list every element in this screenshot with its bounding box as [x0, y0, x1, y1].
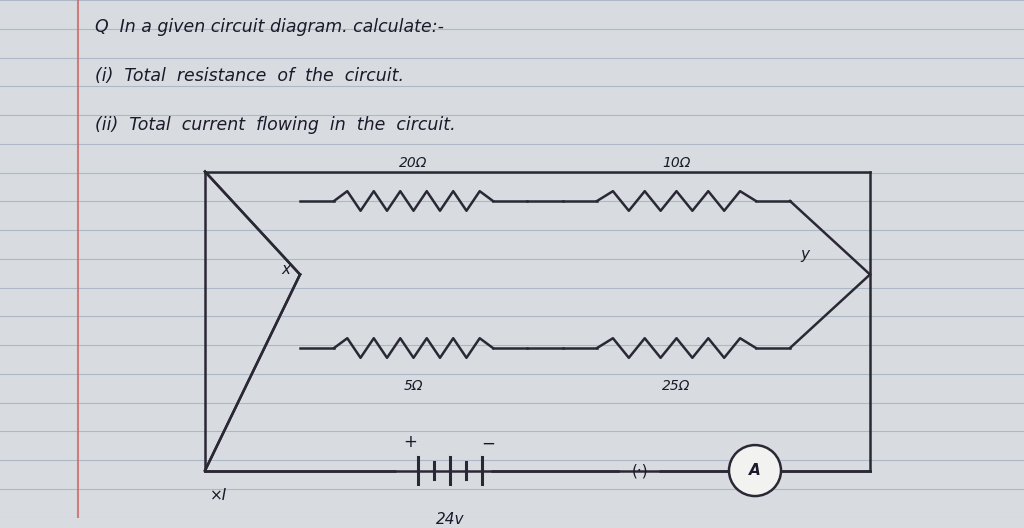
Text: A: A — [750, 463, 761, 478]
Text: −: − — [481, 435, 495, 453]
Text: +: + — [403, 433, 417, 451]
Text: (·): (·) — [632, 463, 648, 478]
Text: (i)  Total  resistance  of  the  circuit.: (i) Total resistance of the circuit. — [95, 67, 404, 84]
Text: 20Ω: 20Ω — [399, 156, 428, 169]
Text: ×I: ×I — [210, 488, 227, 503]
Text: Q  In a given circuit diagram. calculate:-: Q In a given circuit diagram. calculate:… — [95, 17, 443, 36]
Text: y: y — [800, 248, 809, 262]
Text: 10Ω: 10Ω — [663, 156, 690, 169]
Text: 5Ω: 5Ω — [403, 380, 423, 393]
Text: 24v: 24v — [436, 512, 464, 527]
Circle shape — [729, 445, 781, 496]
Text: (ii)  Total  current  flowing  in  the  circuit.: (ii) Total current flowing in the circui… — [95, 116, 456, 134]
Text: 25Ω: 25Ω — [663, 380, 690, 393]
Text: x: x — [281, 262, 290, 277]
